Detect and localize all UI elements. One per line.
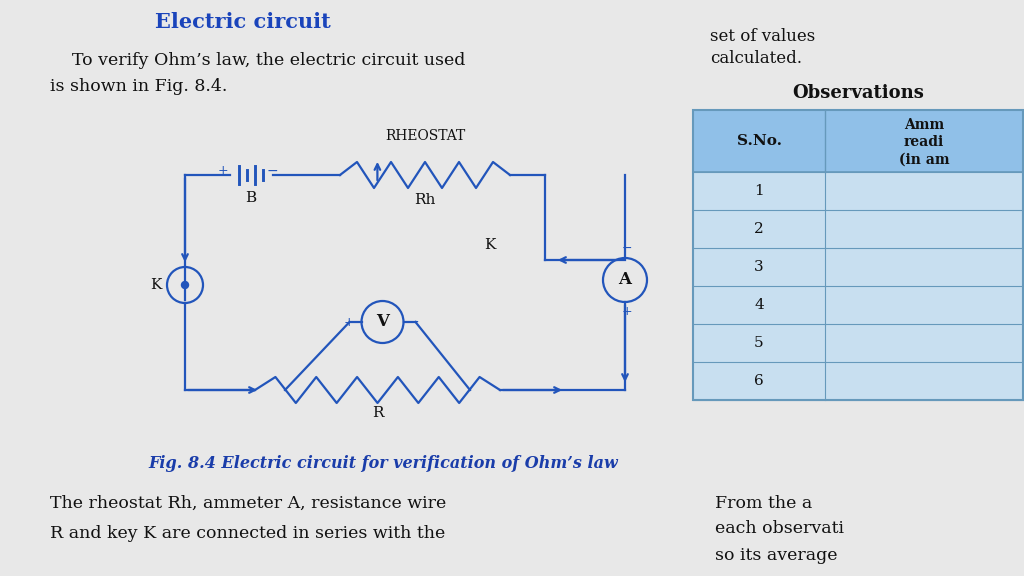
Text: K: K <box>484 238 496 252</box>
Text: Fig. 8.4 Electric circuit for verification of Ohm’s law: Fig. 8.4 Electric circuit for verificati… <box>148 455 617 472</box>
Text: so its average: so its average <box>715 547 838 564</box>
Bar <box>693 362 1023 400</box>
Bar <box>693 324 1023 362</box>
Text: calculated.: calculated. <box>710 50 802 67</box>
Text: +: + <box>622 305 632 318</box>
Text: Amm
readi
(in am: Amm readi (in am <box>899 118 949 166</box>
Text: 6: 6 <box>754 374 764 388</box>
Text: The rheostat Rh, ammeter A, resistance wire: The rheostat Rh, ammeter A, resistance w… <box>50 495 446 512</box>
Text: S.No.: S.No. <box>736 134 781 148</box>
Text: R: R <box>372 406 383 420</box>
Bar <box>693 172 1023 210</box>
Text: K: K <box>151 278 162 292</box>
Bar <box>693 248 1023 286</box>
Text: Electric circuit: Electric circuit <box>155 12 331 32</box>
Text: −: − <box>267 164 279 178</box>
Bar <box>693 286 1023 324</box>
Text: V: V <box>376 313 389 331</box>
Text: From the a: From the a <box>715 495 812 512</box>
Text: −: − <box>408 315 419 329</box>
Text: RHEOSTAT: RHEOSTAT <box>385 129 465 143</box>
Text: 4: 4 <box>754 298 764 312</box>
Text: A: A <box>618 271 632 289</box>
Text: 3: 3 <box>755 260 764 274</box>
Bar <box>693 110 1023 172</box>
Text: set of values: set of values <box>710 28 815 45</box>
Text: To verify Ohm’s law, the electric circuit used: To verify Ohm’s law, the electric circui… <box>50 52 465 69</box>
Text: 5: 5 <box>755 336 764 350</box>
Text: +: + <box>217 165 228 177</box>
Text: Observations: Observations <box>792 84 924 102</box>
Text: 2: 2 <box>754 222 764 236</box>
Text: 1: 1 <box>754 184 764 198</box>
Text: −: − <box>622 242 632 255</box>
Text: B: B <box>246 191 257 205</box>
Text: is shown in Fig. 8.4.: is shown in Fig. 8.4. <box>50 78 227 95</box>
Bar <box>693 110 1023 400</box>
Text: each observati: each observati <box>715 520 844 537</box>
Circle shape <box>181 282 188 289</box>
Text: Rh: Rh <box>415 193 435 207</box>
Bar <box>693 210 1023 248</box>
Text: +: + <box>344 316 354 328</box>
Text: R and key K are connected in series with the: R and key K are connected in series with… <box>50 525 445 542</box>
